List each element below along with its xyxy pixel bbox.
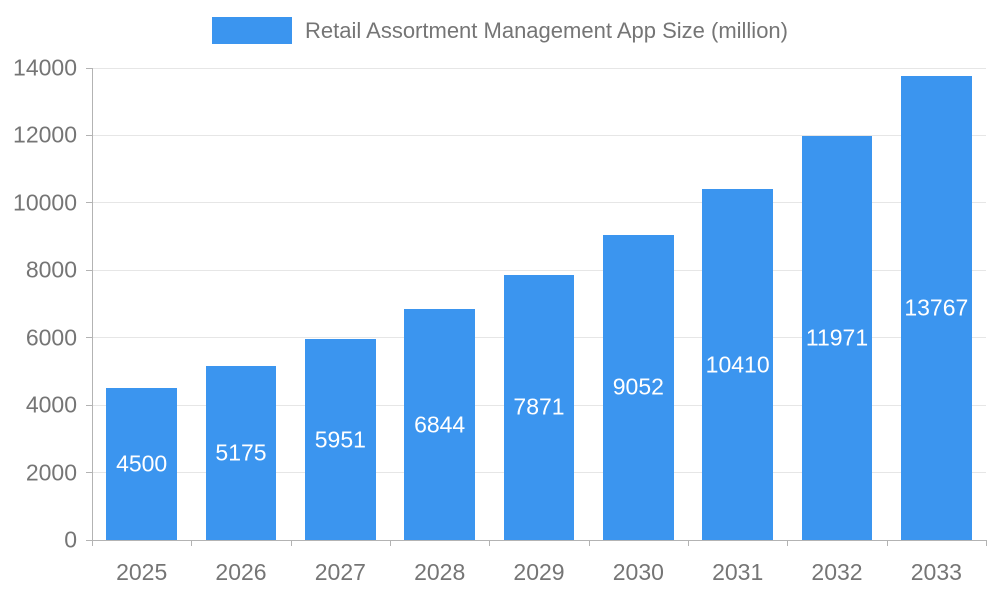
bar-value-label: 9052	[612, 373, 664, 400]
bar: 5951	[305, 339, 376, 540]
bar-value-label: 5175	[215, 439, 267, 466]
y-tick-label: 4000	[25, 391, 77, 418]
x-axis-tick	[92, 540, 93, 546]
bar: 9052	[603, 234, 674, 540]
bar: 6844	[404, 309, 475, 540]
legend: Retail Assortment Management App Size (m…	[0, 17, 1000, 44]
x-tick-label: 2026	[215, 559, 267, 585]
gridline	[92, 202, 986, 204]
x-axis-tick	[986, 540, 987, 546]
gridline	[92, 269, 986, 271]
y-tick-label: 10000	[13, 189, 77, 216]
x-axis-tick	[886, 540, 888, 546]
x-tick-label: 2027	[314, 559, 366, 585]
chart-title: Retail Assortment Management App Size (m…	[305, 17, 788, 43]
bar-value-label: 6844	[414, 411, 466, 438]
y-axis-tick	[86, 472, 92, 474]
x-axis-tick	[588, 540, 590, 546]
bar: 13767	[901, 75, 972, 540]
x-axis-tick	[688, 540, 689, 546]
x-axis-tick	[787, 540, 789, 546]
y-tick-label: 8000	[25, 256, 77, 283]
y-tick-label: 2000	[25, 459, 77, 486]
bar-value-label: 5951	[314, 426, 366, 453]
gridline	[92, 134, 986, 136]
y-axis-tick	[86, 202, 92, 204]
x-tick-label: 2029	[513, 559, 565, 585]
y-tick-label: 14000	[13, 54, 77, 81]
bar-value-label: 4500	[116, 450, 168, 477]
bar: 5175	[205, 365, 277, 540]
y-axis-tick	[86, 404, 92, 406]
x-axis-tick	[390, 540, 391, 546]
bar-value-label: 13767	[904, 294, 969, 321]
x-axis-line	[92, 539, 986, 541]
bar-value-label: 7871	[513, 393, 565, 420]
bar: 11971	[801, 136, 873, 540]
y-axis-tick	[86, 67, 92, 69]
legend-swatch	[212, 17, 292, 44]
bar-value-label: 11971	[805, 324, 869, 351]
x-axis-tick	[191, 540, 193, 546]
x-tick-label: 2028	[414, 559, 466, 585]
y-axis-tick	[86, 269, 92, 271]
x-tick-label: 2030	[612, 559, 664, 585]
y-axis-tick	[86, 539, 92, 541]
y-tick-label: 0	[64, 526, 77, 553]
bar: 4500	[106, 388, 177, 540]
y-tick-label: 6000	[25, 324, 77, 351]
y-tick-label: 12000	[13, 121, 77, 148]
gridline	[92, 67, 986, 69]
x-axis-tick	[290, 540, 292, 546]
x-tick-label: 2033	[910, 559, 962, 585]
x-axis-tick	[489, 540, 491, 546]
x-tick-label: 2032	[811, 559, 863, 585]
x-tick-label: 2025	[116, 559, 168, 585]
y-axis-tick	[86, 134, 92, 136]
bar: 7871	[503, 274, 575, 540]
bar: 10410	[702, 189, 773, 540]
y-axis-tick	[86, 337, 92, 339]
bar-value-label: 10410	[705, 351, 770, 377]
y-axis-line	[92, 68, 93, 540]
x-tick-label: 2031	[712, 559, 764, 585]
